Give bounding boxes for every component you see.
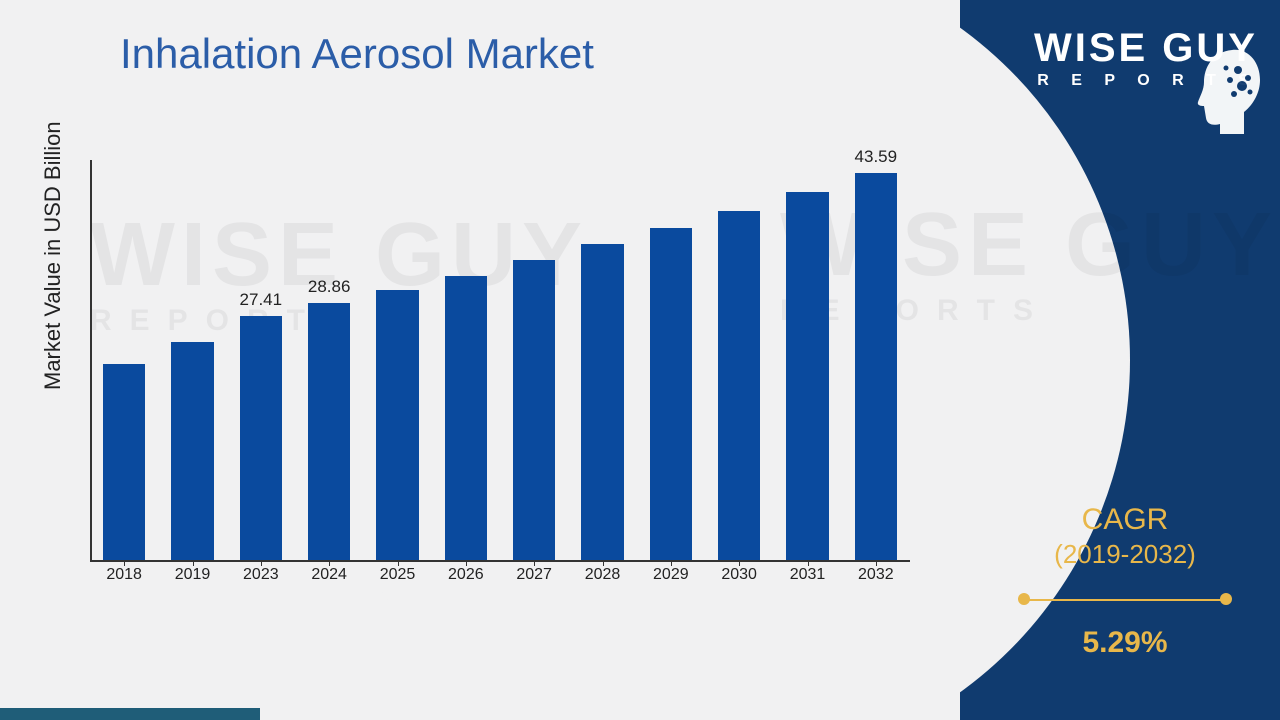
- bar: [376, 290, 418, 560]
- chart-area: 27.4128.8643.59 201820192023202420252026…: [90, 160, 910, 600]
- bar: [308, 303, 350, 560]
- ai-head-icon: [1194, 46, 1264, 136]
- cagr-divider-line: [1024, 599, 1226, 601]
- bar: [240, 316, 282, 560]
- bar-value-label: 28.86: [308, 277, 351, 297]
- y-axis-line: [90, 160, 92, 560]
- bar: [581, 244, 623, 560]
- bar-value-label: 43.59: [855, 147, 898, 167]
- x-tick-label: 2025: [380, 566, 416, 584]
- bar: [103, 364, 145, 560]
- cagr-value: 5.29%: [1010, 626, 1240, 660]
- cagr-label: CAGR: [1010, 503, 1240, 537]
- plot-region: 27.4128.8643.59: [90, 160, 910, 560]
- bar: [513, 260, 555, 560]
- x-tick-label: 2029: [653, 566, 689, 584]
- chart-title: Inhalation Aerosol Market: [120, 30, 594, 78]
- x-tick-label: 2018: [106, 566, 142, 584]
- bar: [718, 211, 760, 560]
- cagr-divider-dot: [1220, 593, 1232, 605]
- x-tick-label: 2028: [585, 566, 621, 584]
- bottom-accent-strip: [0, 708, 260, 720]
- x-tick-label: 2032: [858, 566, 894, 584]
- x-tick-label: 2027: [516, 566, 552, 584]
- brand-logo: WISE GUY R E P O R T S: [998, 28, 1258, 90]
- bar: [855, 173, 897, 560]
- cagr-divider-dot: [1018, 593, 1030, 605]
- x-tick-label: 2019: [175, 566, 211, 584]
- bar: [445, 276, 487, 560]
- cagr-block: CAGR (2019-2032) 5.29%: [1010, 503, 1240, 660]
- x-tick-label: 2023: [243, 566, 279, 584]
- cagr-range: (2019-2032): [1010, 539, 1240, 570]
- stage: WISE GUY REPORTS WISE GUY REPORTS Inhala…: [0, 0, 1280, 720]
- x-tick-label: 2030: [721, 566, 757, 584]
- bar: [786, 192, 828, 560]
- x-tick-label: 2031: [790, 566, 826, 584]
- bar: [650, 228, 692, 560]
- x-axis-line: [90, 560, 910, 562]
- cagr-divider: [1010, 588, 1240, 612]
- bar-value-label: 27.41: [240, 290, 283, 310]
- x-tick-label: 2026: [448, 566, 484, 584]
- bar: [171, 342, 213, 560]
- y-axis-label: Market Value in USD Billion: [40, 121, 66, 390]
- x-tick-label: 2024: [311, 566, 347, 584]
